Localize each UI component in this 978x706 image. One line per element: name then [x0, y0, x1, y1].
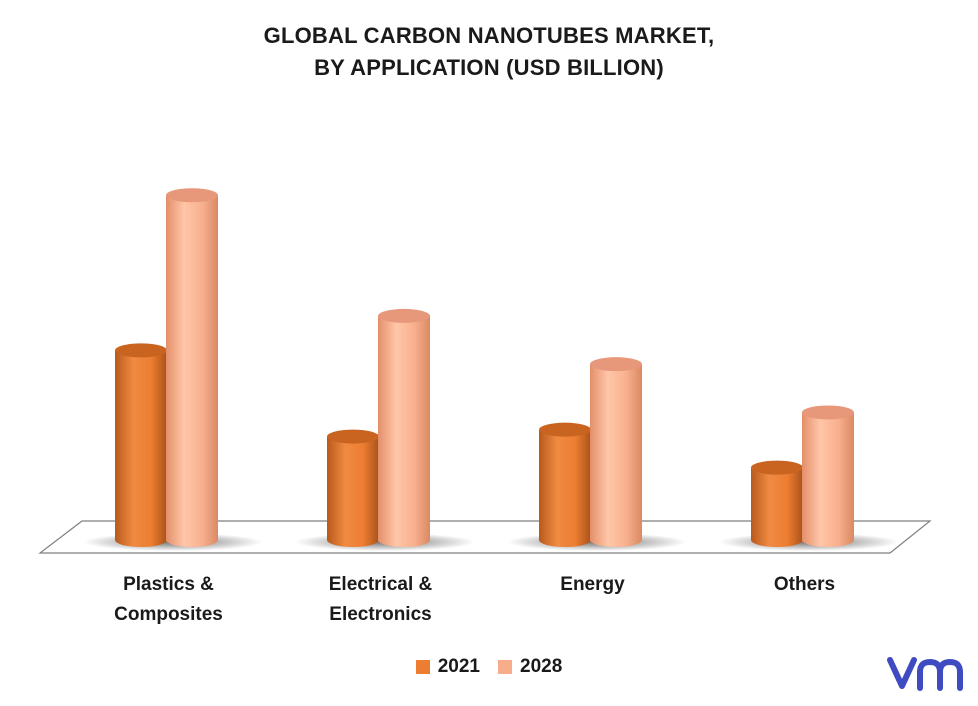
- legend-label-2021: 2021: [437, 656, 480, 677]
- bar-2021-2: [539, 422, 591, 547]
- bar-2028-1: [378, 308, 430, 547]
- chart-title: GLOBAL CARBON NANOTUBES MARKET, BY APPLI…: [0, 20, 978, 84]
- chart-floor: [38, 520, 932, 554]
- chart-legend: 2021 2028: [0, 656, 978, 678]
- legend-swatch-2021: [415, 660, 430, 674]
- chart-title-line-1: GLOBAL CARBON NANOTUBES MARKET,: [263, 23, 715, 48]
- chart-title-line-2: BY APPLICATION (USD BILLION): [314, 55, 664, 80]
- x-tick-label-1: Electrical & Electronics: [329, 574, 433, 625]
- vmr-logo-icon: [887, 657, 963, 691]
- x-tick-label-2: Energy: [560, 574, 625, 595]
- bar-2021-0: [115, 343, 167, 547]
- bar-2028-3: [802, 405, 854, 547]
- x-tick-label-3: Others: [774, 574, 835, 595]
- legend-label-2028: 2028: [520, 656, 563, 677]
- bar-2028-2: [590, 357, 642, 547]
- legend-swatch-2028: [498, 660, 512, 674]
- x-tick-label-0: Plastics & Composites: [114, 574, 223, 625]
- legend-item-2028: 2028: [498, 656, 562, 678]
- bar-2021-3: [751, 460, 803, 547]
- bar-2028-0: [166, 188, 218, 547]
- legend-item-2021: 2021: [415, 656, 480, 678]
- bar-2021-1: [327, 429, 379, 547]
